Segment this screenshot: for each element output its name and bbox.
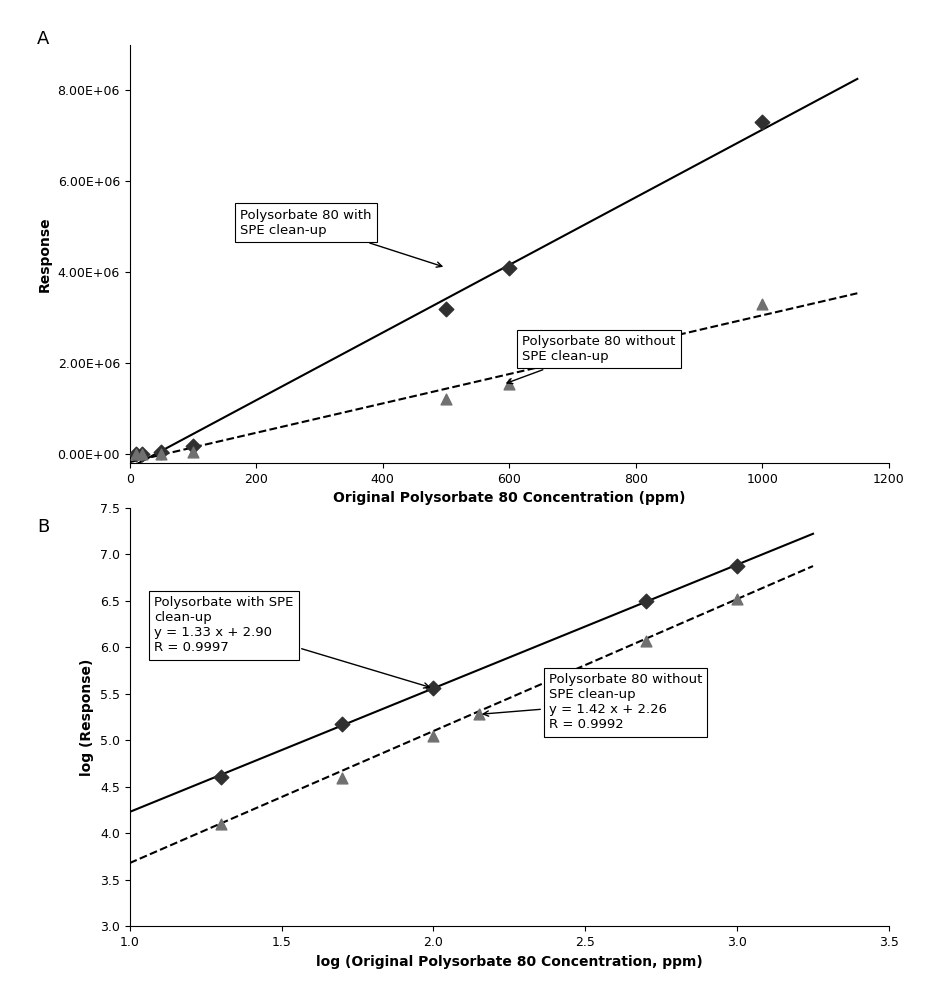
Point — [502, 260, 517, 276]
Y-axis label: log (Response): log (Response) — [81, 658, 94, 776]
Point — [439, 301, 454, 317]
Text: Polysorbate 80 without
SPE clean-up
y = 1.42 x + 2.26
R = 0.9992: Polysorbate 80 without SPE clean-up y = … — [483, 673, 702, 731]
X-axis label: Original Polysorbate 80 Concentration (ppm): Original Polysorbate 80 Concentration (p… — [333, 491, 685, 505]
Point — [639, 593, 654, 609]
Point — [185, 438, 200, 454]
Point — [730, 591, 745, 607]
Point — [755, 115, 770, 130]
Text: Polysorbate with SPE
clean-up
y = 1.33 x + 2.90
R = 0.9997: Polysorbate with SPE clean-up y = 1.33 x… — [154, 597, 430, 688]
Text: Polysorbate 80 with
SPE clean-up: Polysorbate 80 with SPE clean-up — [241, 208, 442, 267]
Text: A: A — [37, 30, 49, 48]
Point — [185, 444, 200, 460]
Point — [154, 445, 169, 461]
Point — [213, 816, 228, 832]
Point — [335, 770, 350, 786]
Point — [135, 446, 150, 462]
Point — [639, 632, 654, 648]
Point — [471, 706, 486, 722]
Text: B: B — [37, 518, 49, 536]
Y-axis label: Response: Response — [38, 216, 52, 292]
Text: Polysorbate 80 without
SPE clean-up: Polysorbate 80 without SPE clean-up — [507, 335, 675, 383]
Point — [213, 769, 228, 785]
Point — [129, 446, 144, 462]
Point — [135, 445, 150, 461]
Point — [730, 558, 745, 574]
Point — [755, 296, 770, 312]
X-axis label: log (Original Polysorbate 80 Concentration, ppm): log (Original Polysorbate 80 Concentrati… — [316, 954, 703, 968]
Point — [502, 375, 517, 391]
Point — [154, 444, 169, 460]
Point — [439, 391, 454, 407]
Point — [335, 716, 350, 732]
Point — [426, 680, 441, 696]
Point — [426, 728, 441, 744]
Point — [129, 446, 144, 462]
